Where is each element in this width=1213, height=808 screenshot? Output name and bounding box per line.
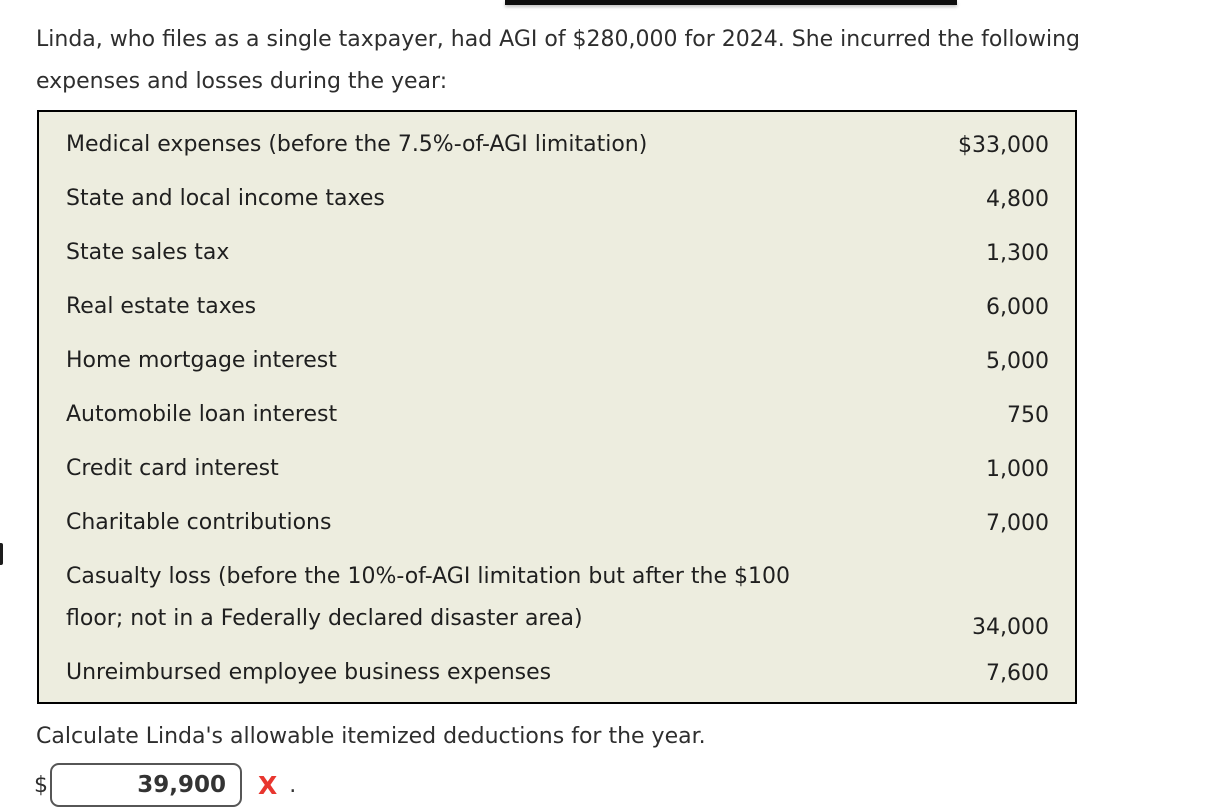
answer-input[interactable] — [50, 763, 242, 807]
table-row: Automobile loan interest 750 — [66, 388, 1049, 442]
question-text: Calculate Linda's allowable itemized ded… — [36, 724, 706, 749]
expense-amount: 1,000 — [986, 456, 1049, 482]
expense-label: Unreimbursed employee business expenses — [66, 660, 552, 685]
table-row: Medical expenses (before the 7.5%-of-AGI… — [66, 118, 1049, 172]
expense-label: Real estate taxes — [66, 294, 257, 319]
expense-amount: 7,000 — [986, 510, 1049, 536]
incorrect-x-icon: X — [258, 770, 278, 800]
problem-statement-line1: Linda, who files as a single taxpayer, h… — [36, 27, 1080, 52]
table-row: Credit card interest 1,000 — [66, 442, 1049, 496]
expense-amount: 750 — [1007, 402, 1049, 428]
expense-label: Home mortgage interest — [66, 348, 337, 373]
expense-amount: 5,000 — [986, 348, 1049, 374]
expense-amount: 6,000 — [986, 294, 1049, 320]
expense-table: Medical expenses (before the 7.5%-of-AGI… — [37, 110, 1077, 704]
table-row: Unreimbursed employee business expenses 7… — [66, 646, 1049, 700]
table-row: State sales tax 1,300 — [66, 226, 1049, 280]
expense-label: State sales tax — [66, 240, 230, 265]
expense-label: Charitable contributions — [66, 510, 332, 535]
problem-statement: Linda, who files as a single taxpayer, h… — [36, 19, 1080, 103]
cropped-top-element-edge — [505, 0, 957, 5]
table-row: Casualty loss (before the 10%-of-AGI lim… — [66, 550, 1049, 646]
expense-amount: 7,600 — [986, 660, 1049, 686]
currency-prefix: $ — [34, 772, 48, 798]
cropped-left-glyph — [0, 543, 3, 565]
expense-label: State and local income taxes — [66, 186, 385, 211]
table-row: Real estate taxes 6,000 — [66, 280, 1049, 334]
expense-label: Casualty loss (before the 10%-of-AGI lim… — [66, 564, 791, 631]
expense-amount: 34,000 — [972, 615, 1049, 640]
problem-statement-line2: expenses and losses during the year: — [36, 69, 448, 94]
expense-amount: 4,800 — [986, 186, 1049, 212]
expense-label: Automobile loan interest — [66, 402, 338, 427]
expense-label: Medical expenses (before the 7.5%-of-AGI… — [66, 132, 648, 157]
table-row: Home mortgage interest 5,000 — [66, 334, 1049, 388]
trailing-period: . — [289, 772, 297, 798]
expense-amount: $33,000 — [958, 132, 1049, 158]
expense-amount: 1,300 — [986, 240, 1049, 266]
expense-label: Credit card interest — [66, 456, 279, 481]
answer-row: $ X . — [34, 762, 296, 808]
table-row: Charitable contributions 7,000 — [66, 496, 1049, 550]
table-row: State and local income taxes 4,800 — [66, 172, 1049, 226]
